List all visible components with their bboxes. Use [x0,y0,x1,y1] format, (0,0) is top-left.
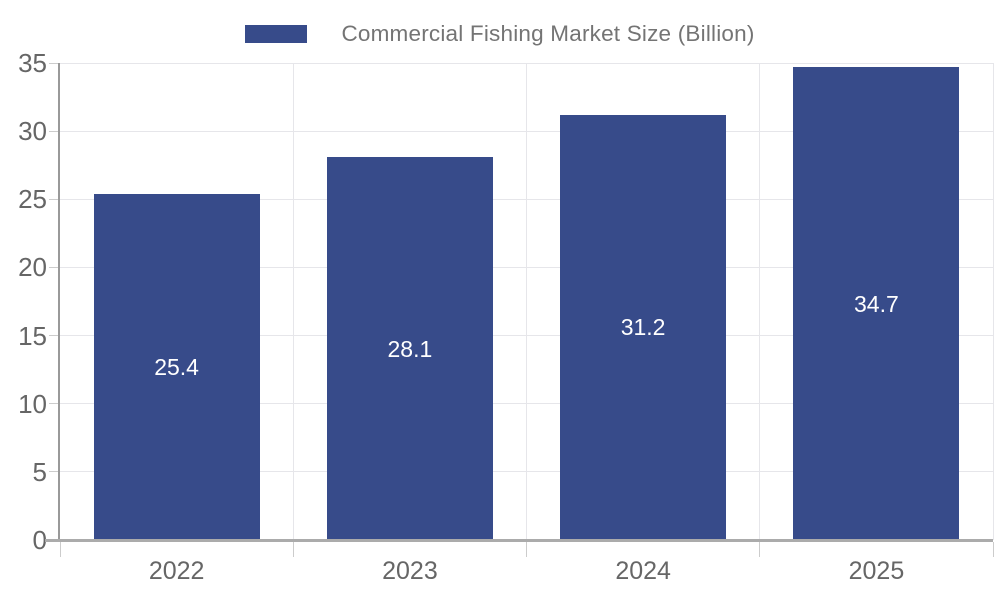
y-axis-tick [49,335,58,337]
x-tick-label: 2023 [382,557,438,585]
gridline-vertical [759,63,761,540]
bar-value-label: 28.1 [387,335,433,362]
y-axis-tick [49,198,58,200]
bar-2022[interactable] [93,193,260,540]
gridline-vertical [526,63,527,540]
y-tick-label: 30 [18,116,47,147]
bar-value-label: 31.2 [620,314,666,341]
x-axis-tick [759,542,761,557]
y-axis-tick [49,471,58,473]
x-tick-label: 2025 [848,557,905,585]
x-axis-tick [526,542,527,557]
x-tick-label: 2022 [148,557,205,585]
plot-area: 25.4 28.1 31.2 34.7 [60,62,994,540]
x-axis-tick [992,542,994,557]
y-tick-label: 35 [18,48,47,78]
legend-swatch-icon [245,25,308,43]
y-tick-label: 15 [18,320,47,351]
x-tick-label: 2024 [615,557,671,585]
y-tick-label: 0 [32,525,47,555]
x-axis-tick [59,542,61,557]
legend-label: Commercial Fishing Market Size (Billion) [341,21,755,46]
y-tick-label: 20 [18,252,47,283]
gridline-vertical [992,63,994,540]
x-axis-line [45,539,993,542]
y-tick-label: 10 [18,388,47,419]
bar-2025[interactable] [793,67,960,540]
y-axis-tick [49,62,58,64]
bar-2024[interactable] [560,114,727,540]
bar-value-label: 25.4 [154,353,199,380]
bar-2023[interactable] [326,157,493,540]
bar-value-label: 34.7 [854,290,899,317]
y-axis-tick [49,403,58,405]
gridline-vertical [292,63,294,540]
y-tick-label: 5 [32,456,47,487]
y-axis-tick [49,130,58,132]
chart-legend[interactable]: Commercial Fishing Market Size (Billion) [0,14,1000,54]
y-axis-tick [49,266,58,268]
y-axis-line [58,63,60,540]
x-axis-tick [292,542,294,557]
y-tick-label: 25 [18,184,47,215]
